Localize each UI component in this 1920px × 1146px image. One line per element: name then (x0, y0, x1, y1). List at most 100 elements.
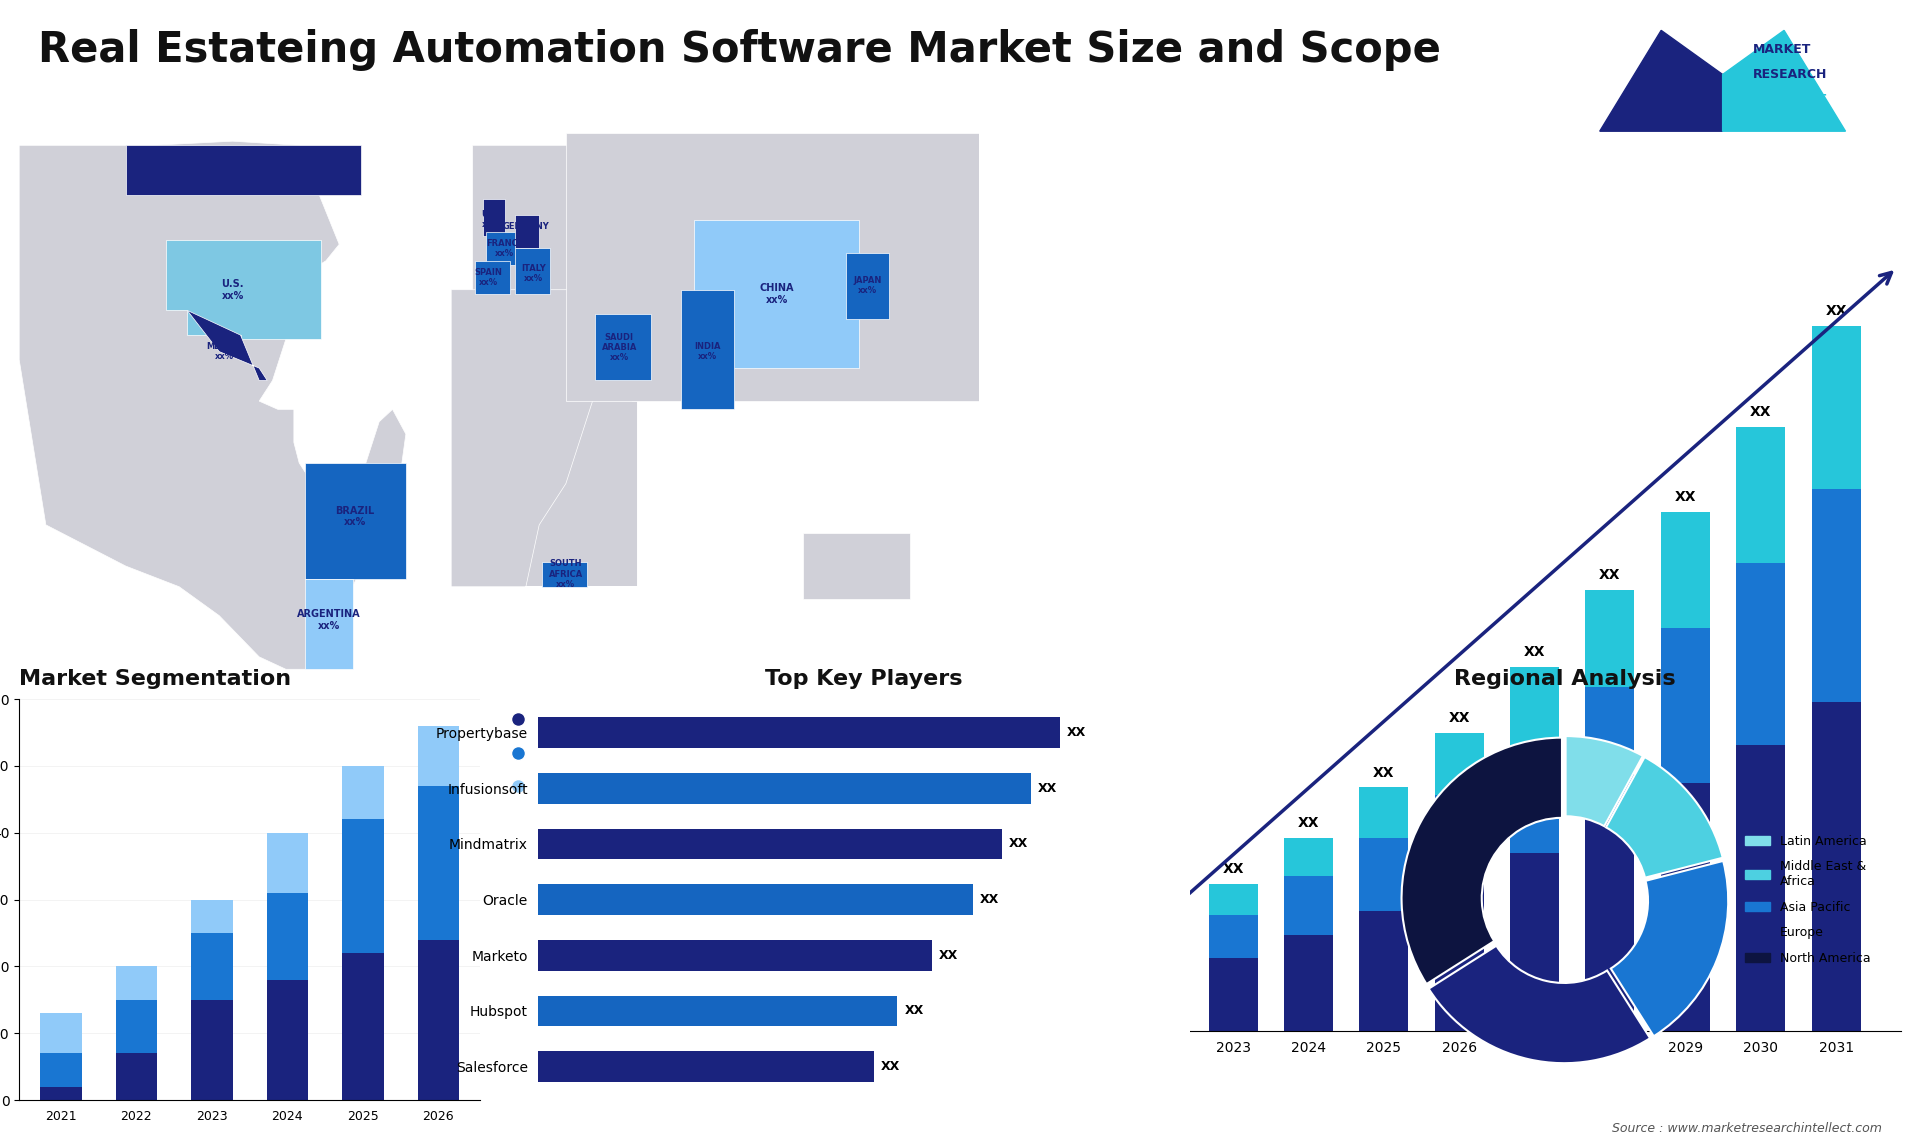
Bar (192, 900, 232, 933)
Text: MARKET: MARKET (1753, 42, 1812, 56)
Bar (1736, 745, 1786, 1031)
Bar (538, 996, 897, 1027)
Text: SAUDI
ARABIA
xx%: SAUDI ARABIA xx% (601, 332, 637, 362)
Bar (1586, 686, 1634, 818)
Text: Source : www.marketresearchintellect.com: Source : www.marketresearchintellect.com (1611, 1122, 1882, 1135)
Polygon shape (486, 231, 520, 265)
Polygon shape (595, 314, 651, 380)
Bar (1434, 733, 1484, 795)
Bar (1359, 787, 1407, 838)
Polygon shape (19, 141, 405, 669)
Bar (1661, 628, 1711, 784)
Polygon shape (515, 249, 549, 293)
Bar (1511, 853, 1559, 1031)
Text: GERMANY
xx%: GERMANY xx% (503, 222, 549, 242)
Bar (1586, 818, 1634, 1031)
Text: Real Estateing Automation Software Market Size and Scope: Real Estateing Automation Software Marke… (38, 29, 1442, 71)
Wedge shape (1428, 945, 1649, 1063)
Bar (1661, 512, 1711, 628)
Polygon shape (305, 463, 405, 579)
Bar (1736, 563, 1786, 745)
Text: JAPAN
xx%: JAPAN xx% (852, 276, 881, 296)
Polygon shape (451, 290, 637, 587)
Bar (1208, 916, 1258, 958)
Polygon shape (693, 220, 860, 368)
Bar (417, 786, 459, 940)
Polygon shape (186, 311, 267, 380)
Bar (1058, 970, 1106, 992)
Polygon shape (476, 261, 511, 293)
Wedge shape (1611, 861, 1728, 1036)
Bar (538, 717, 1060, 748)
Bar (1736, 427, 1786, 563)
Title: Top Key Players: Top Key Players (766, 669, 962, 689)
Bar (115, 999, 157, 1053)
Text: BRAZIL
xx%: BRAZIL xx% (336, 505, 374, 527)
Bar (538, 940, 933, 971)
Bar (1058, 992, 1106, 1031)
Text: XX: XX (1524, 645, 1546, 659)
Bar (1133, 923, 1183, 947)
Text: INTELLECT: INTELLECT (1753, 93, 1828, 107)
Text: XX: XX (1068, 727, 1087, 739)
Text: U.S.
xx%: U.S. xx% (221, 278, 244, 300)
Text: XX: XX (1071, 932, 1092, 947)
Bar (1208, 958, 1258, 1031)
Text: INDIA
xx%: INDIA xx% (693, 342, 720, 361)
Polygon shape (1722, 31, 1845, 131)
Bar (1511, 667, 1559, 745)
Wedge shape (1402, 738, 1563, 984)
Text: XX: XX (904, 1004, 924, 1018)
Legend: Latin America, Middle East &
Africa, Asia Pacific, Europe, North America: Latin America, Middle East & Africa, Asi… (1740, 830, 1876, 970)
Text: XX: XX (1146, 901, 1169, 916)
Text: SOUTH
AFRICA
xx%: SOUTH AFRICA xx% (549, 559, 584, 589)
Bar (538, 1051, 874, 1082)
Bar (1284, 877, 1332, 934)
Text: XX: XX (881, 1060, 900, 1073)
Polygon shape (847, 252, 889, 319)
Bar (342, 766, 384, 819)
Bar (115, 1053, 157, 1100)
Bar (115, 966, 157, 999)
Text: ARGENTINA
xx%: ARGENTINA xx% (298, 609, 361, 630)
Polygon shape (566, 133, 979, 401)
Text: FRANCE
xx%: FRANCE xx% (486, 238, 524, 258)
Text: MEXICO
xx%: MEXICO xx% (205, 342, 242, 361)
Bar (40, 1053, 83, 1086)
Text: XX: XX (979, 893, 998, 906)
Polygon shape (127, 146, 361, 195)
Text: XX: XX (1599, 568, 1620, 582)
Text: XX: XX (1223, 863, 1244, 877)
Text: XX: XX (1674, 490, 1695, 504)
Bar (267, 893, 307, 980)
Text: XX: XX (1448, 712, 1471, 725)
Bar (1812, 327, 1860, 489)
Bar (417, 725, 459, 786)
Wedge shape (1565, 736, 1644, 826)
Bar (1284, 934, 1332, 1031)
Bar (1284, 838, 1332, 877)
Bar (538, 829, 1002, 860)
Text: SPAIN
xx%: SPAIN xx% (474, 268, 503, 286)
Text: XX: XX (939, 949, 958, 961)
Polygon shape (165, 241, 321, 339)
Text: XX: XX (1298, 816, 1319, 830)
Bar (40, 1086, 83, 1100)
Bar (538, 772, 1031, 803)
Bar (1511, 745, 1559, 853)
Polygon shape (680, 290, 733, 409)
Title: Regional Analysis: Regional Analysis (1453, 669, 1676, 689)
Bar (192, 999, 232, 1100)
Bar (538, 885, 973, 915)
Text: CHINA
xx%: CHINA xx% (758, 283, 793, 305)
Text: XX: XX (1749, 406, 1772, 419)
Bar (1812, 489, 1860, 702)
Polygon shape (541, 562, 588, 587)
Bar (267, 980, 307, 1100)
Bar (1812, 702, 1860, 1031)
Text: XX: XX (1373, 766, 1394, 779)
Bar (192, 933, 232, 999)
Bar (342, 953, 384, 1100)
Bar (417, 940, 459, 1100)
Bar (1434, 795, 1484, 885)
